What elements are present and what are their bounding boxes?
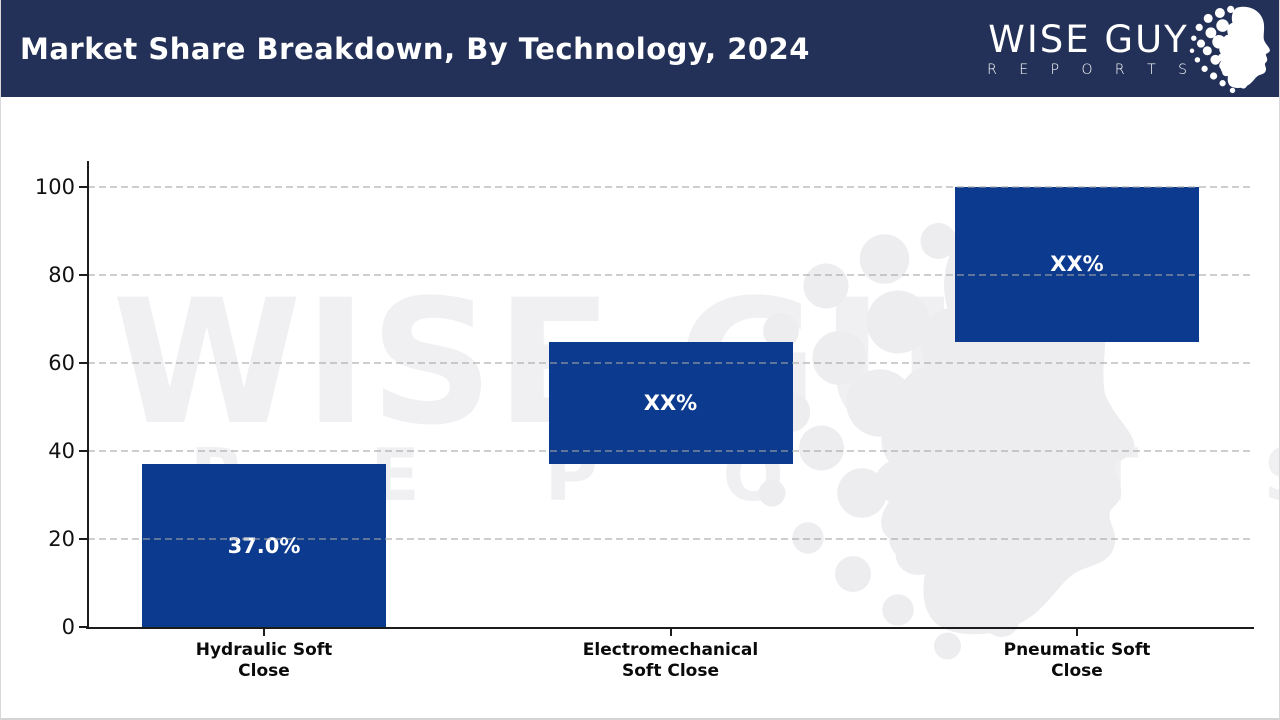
category-label: Hydraulic Soft Close: [114, 640, 414, 683]
gridline-20: [88, 538, 1253, 540]
category-label-line: Close: [1051, 661, 1103, 682]
gridline-80: [88, 274, 1253, 276]
bar-value-label: XX%: [1050, 252, 1104, 277]
x-tick-mark: [263, 629, 265, 636]
gridline-60: [88, 362, 1253, 364]
y-tick-label: 80: [48, 263, 75, 287]
y-tick-mark: [79, 450, 87, 452]
bar-value-label: 37.0%: [227, 533, 301, 558]
y-tick-label: 20: [48, 527, 75, 551]
gridline-100: [88, 186, 1253, 188]
chart-title: Market Share Breakdown, By Technology, 2…: [20, 31, 810, 66]
y-axis-line: [87, 161, 89, 629]
chart-area: WISE GUY R E P O R T S 02040608010037.0%…: [0, 97, 1280, 720]
gridline-40: [88, 450, 1253, 452]
logo-text: WISE GUY R E P O R T S: [981, 21, 1196, 77]
category-label: Electromechanical Soft Close: [521, 640, 821, 683]
bar-segment: 37.0%: [142, 464, 386, 627]
category-label: Pneumatic Soft Close: [927, 640, 1227, 683]
wise-guy-logo: WISE GUY R E P O R T S: [981, 4, 1280, 94]
y-tick-mark: [79, 274, 87, 276]
category-label-line: Soft Close: [622, 661, 719, 682]
bar-segment: XX%: [548, 341, 793, 465]
x-tick-mark: [669, 629, 672, 636]
y-tick-mark: [79, 362, 87, 364]
y-tick-mark: [79, 186, 87, 188]
bar-value-label: XX%: [643, 391, 698, 416]
logo-wordmark: WISE GUY: [988, 17, 1189, 61]
y-tick-label: 100: [34, 175, 75, 199]
x-axis-line: [86, 627, 1254, 629]
logo-subtitle: R E P O R T S: [987, 61, 1196, 78]
category-label-line: Close: [238, 661, 290, 682]
y-tick-mark: [79, 538, 87, 540]
category-label-line: Electromechanical: [582, 640, 759, 660]
header-bar: Market Share Breakdown, By Technology, 2…: [0, 0, 1280, 97]
category-label-line: Pneumatic Soft: [1003, 640, 1151, 660]
bar-segment: XX%: [955, 187, 1199, 342]
y-tick-label: 0: [61, 615, 75, 639]
x-tick-mark: [1076, 629, 1078, 636]
category-label-line: Hydraulic Soft: [195, 640, 333, 660]
y-tick-label: 40: [48, 439, 75, 463]
y-tick-mark: [79, 626, 87, 628]
y-tick-label: 60: [48, 351, 75, 375]
